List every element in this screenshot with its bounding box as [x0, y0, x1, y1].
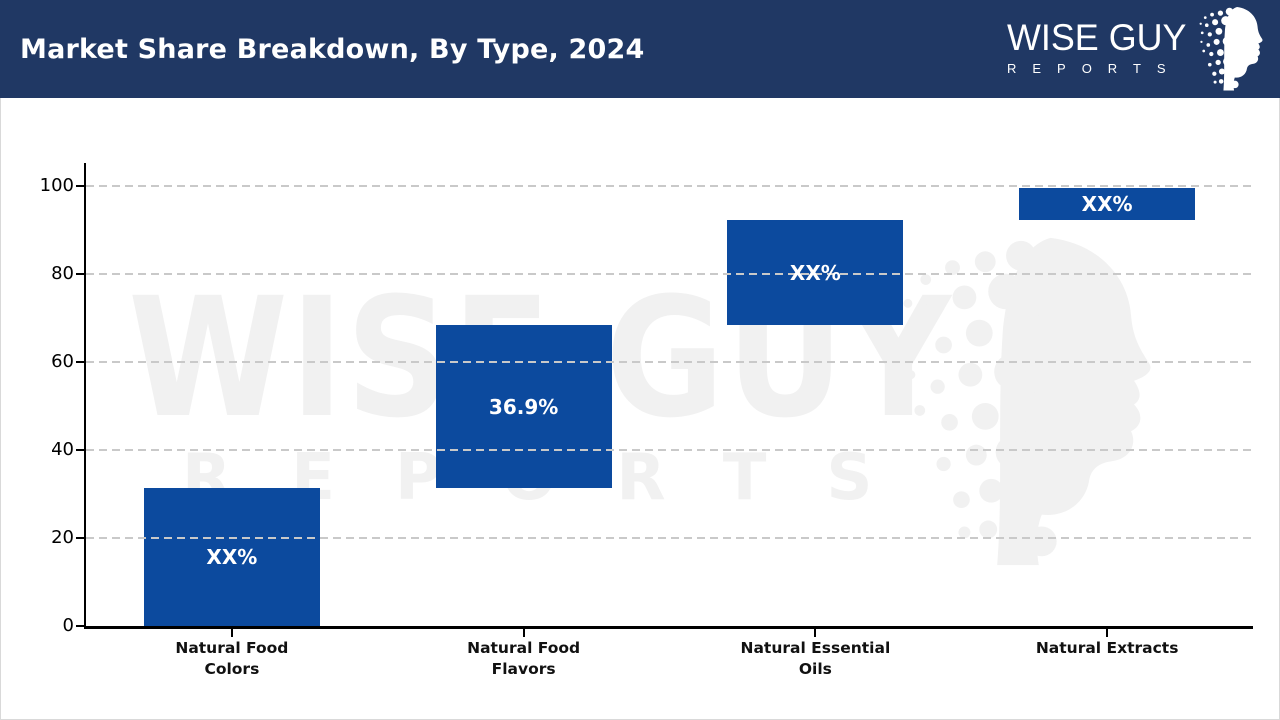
y-tick-label: 60 — [51, 351, 74, 372]
gridline-20 — [86, 537, 1253, 539]
y-tick-label: 80 — [51, 263, 74, 284]
header: Market Share Breakdown, By Type, 2024 WI… — [0, 0, 1280, 98]
bar-value-label: XX% — [206, 544, 258, 569]
gridline-40 — [86, 449, 1253, 451]
bar-value-label: 36.9% — [488, 394, 559, 419]
x-tick-mark — [230, 629, 233, 637]
y-tick-mark — [76, 361, 85, 363]
brand-logo: WISE GUY REPORTS — [1007, 0, 1270, 98]
bar-value-label: XX% — [1081, 192, 1133, 217]
y-tick-mark — [76, 273, 85, 275]
bar-segment — [1019, 188, 1196, 220]
x-axis-line — [84, 626, 1253, 629]
bar-segment — [143, 487, 320, 626]
bar-segment — [727, 219, 904, 326]
logo-sub-text: REPORTS — [1006, 61, 1182, 76]
y-tick-label: 40 — [51, 439, 74, 460]
gridline-60 — [86, 361, 1253, 363]
bar-segment — [435, 325, 612, 488]
y-tick-mark — [76, 625, 85, 627]
gridline-100 — [86, 185, 1253, 187]
chart-title: Market Share Breakdown, By Type, 2024 — [20, 33, 645, 65]
x-category-label: Natural Essential Oils — [740, 639, 891, 678]
x-category-label: Natural Food Colors — [175, 639, 289, 678]
y-tick-mark — [76, 185, 85, 187]
y-tick-mark — [76, 449, 85, 451]
y-tick-mark — [76, 537, 85, 539]
x-category-label: Natural Food Flavors — [467, 639, 581, 678]
y-tick-label: 100 — [39, 175, 74, 196]
y-tick-label: 20 — [51, 527, 74, 548]
x-tick-mark — [1106, 629, 1109, 637]
y-axis-line — [84, 163, 86, 629]
bar-value-label: XX% — [789, 260, 841, 285]
logo-brand-text: WISE GUY — [1006, 17, 1187, 58]
x-tick-mark — [522, 629, 525, 637]
x-tick-mark — [814, 629, 817, 637]
y-tick-label: 0 — [62, 615, 74, 636]
logo-text: WISE GUY REPORTS — [1007, 18, 1192, 77]
x-category-label: Natural Extracts — [1035, 639, 1179, 657]
logo-head-icon — [1190, 4, 1266, 95]
gridline-80 — [86, 273, 1253, 275]
